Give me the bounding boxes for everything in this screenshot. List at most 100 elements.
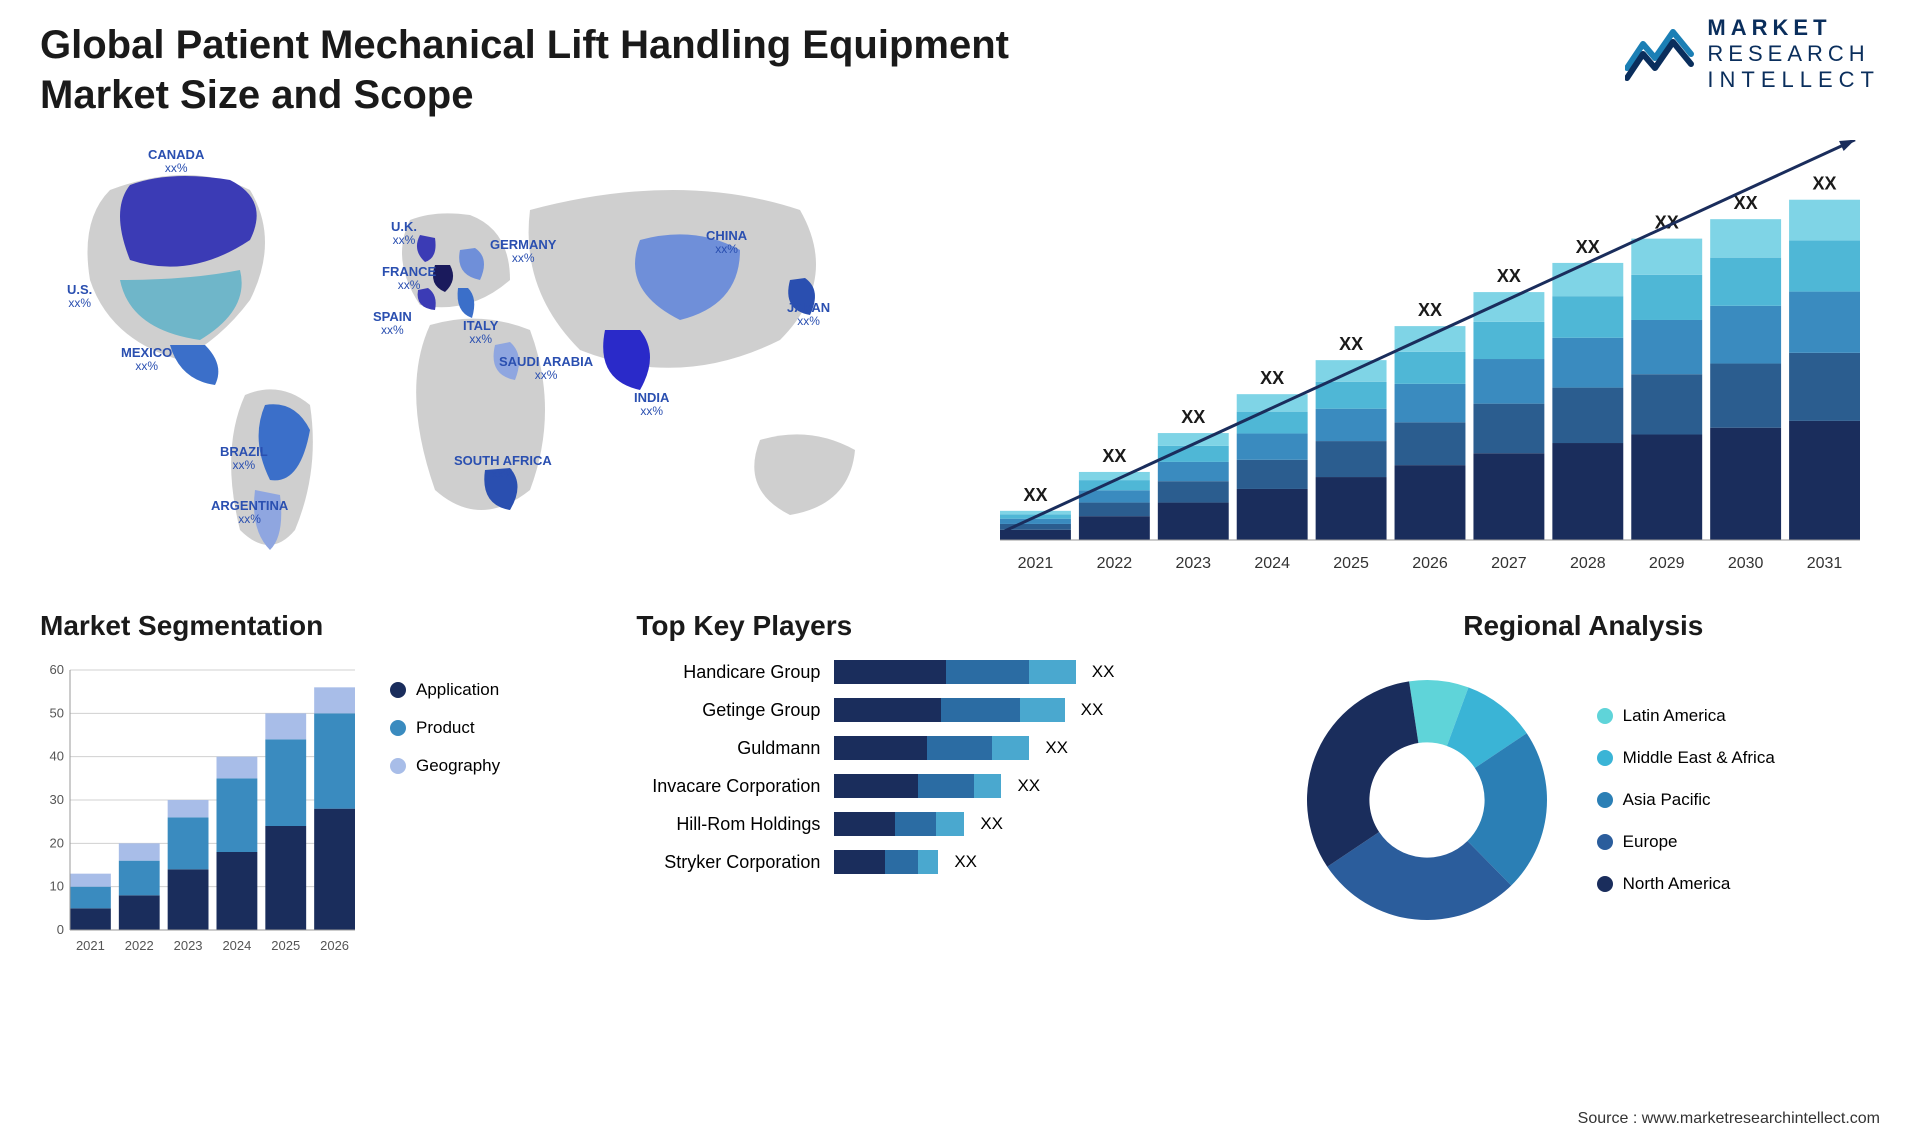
player-value: XX — [1081, 700, 1104, 720]
legend-label: Product — [416, 718, 475, 738]
player-bar-segment — [834, 850, 885, 874]
map-label: JAPANxx% — [787, 301, 830, 328]
legend-dot-icon — [1597, 708, 1613, 724]
player-bar-segment — [834, 812, 894, 836]
svg-text:20: 20 — [50, 835, 64, 850]
world-map — [40, 130, 940, 580]
svg-text:2025: 2025 — [271, 938, 300, 953]
player-bar — [834, 736, 1029, 760]
player-row: Getinge Group XX — [636, 698, 1256, 722]
legend-label: Asia Pacific — [1623, 790, 1711, 810]
svg-text:2022: 2022 — [125, 938, 154, 953]
source-line: Source : www.marketresearchintellect.com — [1578, 1110, 1880, 1128]
map-label: SAUDI ARABIAxx% — [499, 355, 593, 382]
player-name: Stryker Corporation — [636, 852, 826, 873]
player-value: XX — [1045, 738, 1068, 758]
player-row: Hill-Rom HoldingsXX — [636, 812, 1256, 836]
svg-text:XX: XX — [1339, 334, 1363, 354]
legend-dot-icon — [1597, 750, 1613, 766]
svg-text:2030: 2030 — [1728, 555, 1764, 572]
bottom-row: Market Segmentation 01020304050602021202… — [40, 610, 1880, 990]
player-bar — [834, 698, 1064, 722]
player-value: XX — [1092, 662, 1115, 682]
player-bar-segment — [936, 812, 964, 836]
map-label: FRANCExx% — [382, 265, 436, 292]
legend-item: Product — [390, 718, 500, 738]
legend-label: Europe — [1623, 832, 1678, 852]
legend-dot-icon — [1597, 834, 1613, 850]
svg-text:XX: XX — [1023, 485, 1047, 505]
svg-text:XX: XX — [1181, 407, 1205, 427]
svg-text:0: 0 — [57, 922, 64, 937]
regional-panel: Regional Analysis Latin America Middle Ea… — [1287, 610, 1880, 990]
growth-chart-panel: XX2021XX2022XX2023XX2024XX2025XX2026XX20… — [980, 130, 1880, 580]
svg-text:2026: 2026 — [1412, 555, 1448, 572]
map-label: MEXICOxx% — [121, 346, 172, 373]
player-bar-segment — [918, 774, 974, 798]
page-title: Global Patient Mechanical Lift Handling … — [40, 20, 1140, 120]
map-label: BRAZILxx% — [220, 445, 268, 472]
svg-text:60: 60 — [50, 662, 64, 677]
legend-label: Geography — [416, 756, 500, 776]
logo: MARKET RESEARCH INTELLECT — [1625, 15, 1880, 93]
regional-content: Latin America Middle East & Africa Asia Pa… — [1287, 660, 1880, 940]
map-label: CANADAxx% — [148, 148, 204, 175]
legend-label: Middle East & Africa — [1623, 748, 1775, 768]
legend-item: Geography — [390, 756, 500, 776]
player-value: XX — [980, 814, 1003, 834]
key-players-list: Handicare GroupXX Getinge Group XX Guldmann… — [636, 660, 1256, 874]
player-bar-segment — [992, 736, 1029, 760]
player-bar-segment — [974, 774, 1002, 798]
player-row: Invacare CorporationXX — [636, 774, 1256, 798]
svg-text:2024: 2024 — [222, 938, 251, 953]
svg-text:40: 40 — [50, 749, 64, 764]
svg-text:2025: 2025 — [1333, 555, 1369, 572]
map-label: INDIAxx% — [634, 391, 669, 418]
player-bar-segment — [927, 736, 992, 760]
player-bar — [834, 850, 938, 874]
player-name: Getinge Group — [636, 700, 826, 721]
logo-mark-icon — [1625, 26, 1695, 82]
regional-title: Regional Analysis — [1287, 610, 1880, 642]
segmentation-title: Market Segmentation — [40, 610, 606, 642]
player-row: Handicare GroupXX — [636, 660, 1256, 684]
regional-donut-chart — [1287, 660, 1567, 940]
svg-text:2023: 2023 — [1175, 555, 1211, 572]
svg-text:2024: 2024 — [1254, 555, 1290, 572]
player-bar-segment — [834, 736, 927, 760]
player-value: XX — [954, 852, 977, 872]
key-players-title: Top Key Players — [636, 610, 1256, 642]
svg-text:2022: 2022 — [1097, 555, 1133, 572]
svg-text:XX: XX — [1813, 174, 1837, 194]
legend-item: Latin America — [1597, 706, 1775, 726]
player-bar-segment — [885, 850, 918, 874]
map-label: SOUTH AFRICAxx% — [454, 454, 552, 481]
map-label: GERMANYxx% — [490, 238, 556, 265]
player-bar-segment — [834, 774, 918, 798]
player-value: XX — [1017, 776, 1040, 796]
world-map-panel: CANADAxx%U.S.xx%MEXICOxx%BRAZILxx%ARGENT… — [40, 130, 940, 580]
segmentation-stacked-bar-chart: 0102030405060202120222023202420252026 — [40, 660, 360, 960]
player-name: Guldmann — [636, 738, 826, 759]
regional-legend: Latin America Middle East & Africa Asia Pa… — [1597, 706, 1775, 894]
legend-label: North America — [1623, 874, 1731, 894]
legend-label: Latin America — [1623, 706, 1726, 726]
svg-text:50: 50 — [50, 705, 64, 720]
player-bar-segment — [941, 698, 1020, 722]
svg-text:2023: 2023 — [174, 938, 203, 953]
player-bar — [834, 660, 1075, 684]
svg-text:2029: 2029 — [1649, 555, 1685, 572]
map-label: U.S.xx% — [67, 283, 92, 310]
svg-text:XX: XX — [1576, 237, 1600, 257]
header: Global Patient Mechanical Lift Handling … — [40, 20, 1880, 120]
legend-dot-icon — [390, 758, 406, 774]
player-row: Stryker Corporation XX — [636, 850, 1256, 874]
segmentation-panel: Market Segmentation 01020304050602021202… — [40, 610, 606, 990]
segmentation-content: 0102030405060202120222023202420252026 Ap… — [40, 660, 606, 960]
legend-item: Middle East & Africa — [1597, 748, 1775, 768]
player-bar-segment — [895, 812, 937, 836]
legend-dot-icon — [1597, 876, 1613, 892]
svg-text:2026: 2026 — [320, 938, 349, 953]
player-bar-segment — [834, 698, 941, 722]
svg-text:XX: XX — [1260, 368, 1284, 388]
